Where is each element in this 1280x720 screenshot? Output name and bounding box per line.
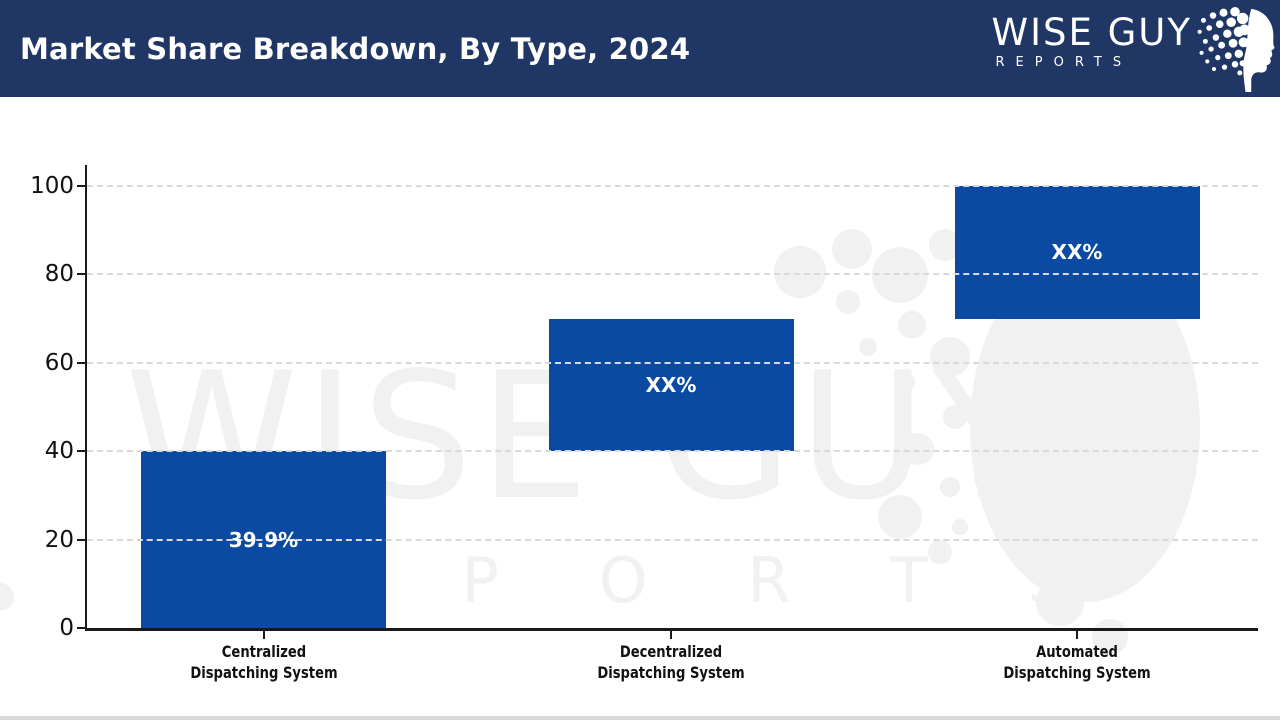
logo-subtitle: REPORTS: [995, 55, 1133, 70]
y-tick-mark: [77, 538, 85, 541]
gridline-100: [87, 185, 1258, 187]
gridline-20: [87, 538, 1258, 541]
bottom-border-strip: [0, 716, 1280, 720]
y-tick-label: 20: [44, 526, 74, 553]
bar-2: [548, 318, 794, 452]
logo-title: WISE GUY: [991, 11, 1192, 54]
x-tick-mark: [262, 631, 265, 639]
y-tick-label: 100: [30, 173, 74, 199]
x-category-label: Automated Dispatching System: [1003, 642, 1151, 682]
gridline-80: [87, 273, 1258, 276]
y-tick-label: 60: [44, 349, 74, 376]
bar-value-label: XX%: [1051, 240, 1103, 265]
y-tick-mark: [77, 273, 85, 276]
x-axis-line: [85, 628, 1258, 631]
y-tick-label: 0: [59, 615, 74, 641]
y-tick-mark: [77, 185, 85, 187]
x-tick-mark: [670, 631, 672, 639]
x-category-label: Decentralized Dispatching System: [597, 642, 745, 682]
x-tick-mark: [1076, 631, 1078, 639]
chart-plot-area: WISE GUY R E P O R T S 0 20 40 60 80 100 39.9%…: [0, 97, 1280, 716]
logo-face-dots-icon: [1197, 6, 1275, 92]
y-axis-line: [85, 165, 87, 631]
page-title: Market Share Breakdown, By Type, 2024: [20, 31, 691, 66]
bar-value-label: XX%: [645, 372, 697, 397]
gridline-40: [87, 450, 1258, 453]
header-bar: Market Share Breakdown, By Type, 2024 WI…: [0, 0, 1280, 97]
x-category-label: Centralized Dispatching System: [189, 642, 338, 682]
y-tick-mark: [77, 627, 85, 629]
gridline-60: [87, 361, 1258, 364]
wise-guy-logo: WISE GUY REPORTS: [992, 14, 1192, 70]
y-tick-mark: [77, 361, 85, 364]
y-tick-mark: [77, 450, 85, 453]
bar-value-label: 39.9%: [228, 527, 299, 552]
y-tick-label: 40: [44, 438, 74, 465]
y-tick-label: 80: [44, 261, 74, 288]
